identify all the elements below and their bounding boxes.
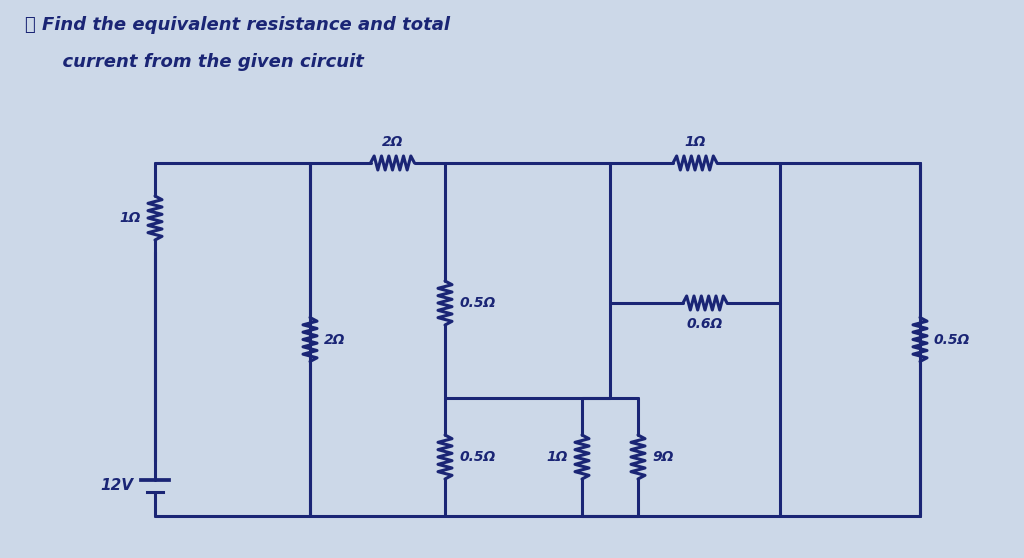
Text: 9Ω: 9Ω (652, 450, 674, 464)
Text: 0.5Ω: 0.5Ω (459, 450, 496, 464)
Text: 1Ω: 1Ω (120, 211, 141, 225)
Text: 2Ω: 2Ω (382, 135, 403, 149)
Text: 1Ω: 1Ω (684, 135, 706, 149)
Text: 0.5Ω: 0.5Ω (459, 296, 496, 310)
Text: current from the given circuit: current from the given circuit (25, 53, 364, 71)
Text: 2Ω: 2Ω (324, 333, 345, 347)
Text: ⓘ Find the equivalent resistance and total: ⓘ Find the equivalent resistance and tot… (25, 16, 450, 34)
Text: 1Ω: 1Ω (547, 450, 568, 464)
Text: 0.6Ω: 0.6Ω (687, 317, 723, 331)
Text: 12V: 12V (100, 479, 133, 493)
Text: 0.5Ω: 0.5Ω (934, 333, 971, 347)
